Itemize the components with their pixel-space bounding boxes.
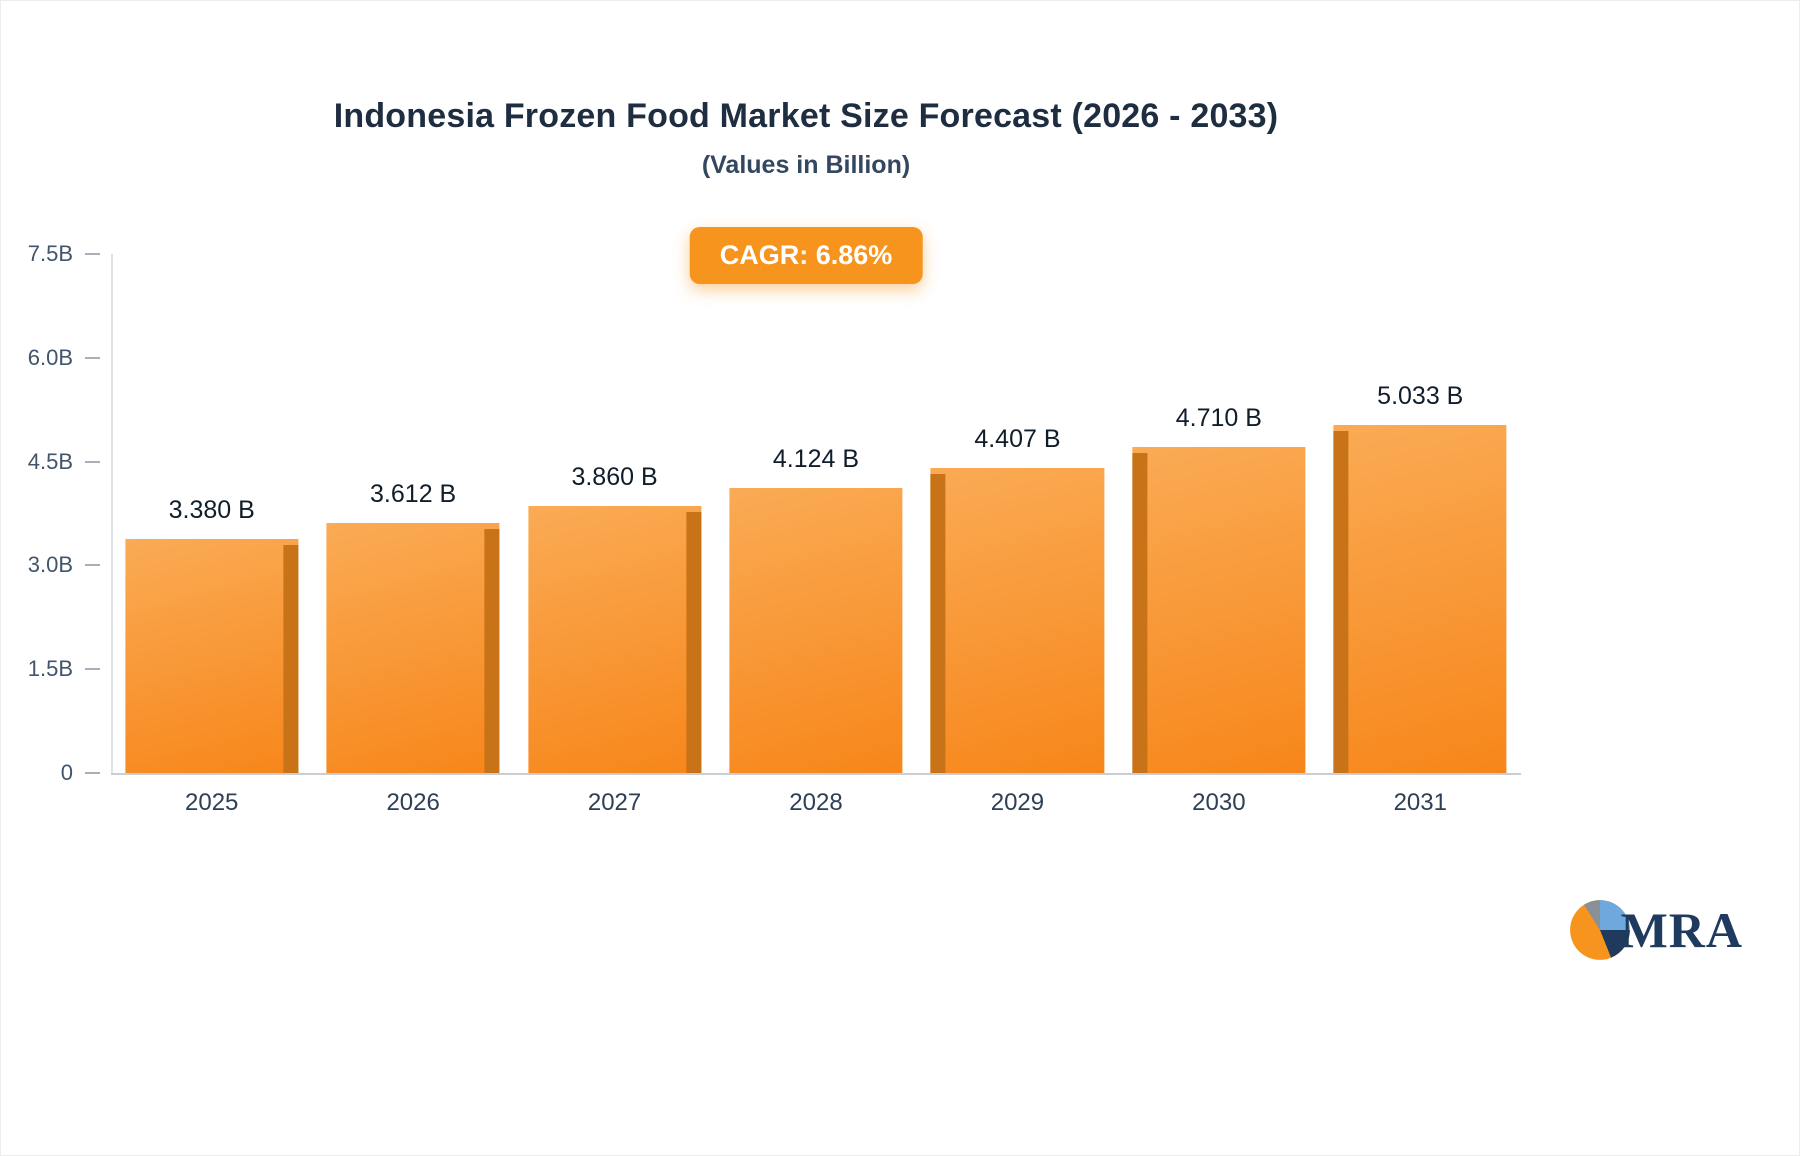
cagr-badge: CAGR: 6.86% [689, 227, 923, 284]
bar [125, 539, 299, 773]
bar [326, 523, 500, 773]
bar-side-shadow [484, 529, 500, 773]
plot-area: 0 1.5B 3.0B 4.5B 6.0B 7.5B 3.380 B 2025 3.612 B 2… [28, 241, 1521, 816]
y-axis-tick-label: 7.5B [27, 241, 73, 266]
bar-side-shadow [930, 474, 946, 773]
bar-side-shadow [1333, 430, 1349, 773]
bar [1132, 447, 1306, 773]
bar-slot: 4.124 B 2028 [715, 254, 916, 816]
bar-side-shadow [686, 511, 702, 773]
x-axis-category-label: 2026 [386, 789, 440, 816]
x-axis-category-label: 2029 [990, 789, 1045, 816]
y-axis-tick-mark [85, 356, 100, 359]
y-axis-tick-label: 4.5B [27, 448, 73, 474]
bar [527, 505, 702, 773]
bar-side-shadow [283, 545, 299, 773]
bar-side-shadow [1132, 453, 1148, 773]
bar-slot: 3.860 B 2027 [514, 254, 715, 816]
x-axis-category-label: 2030 [1192, 789, 1246, 816]
bar-value-label: 4.407 B [974, 425, 1061, 454]
bar-value-label: 3.612 B [370, 480, 457, 509]
bar-value-label: 4.124 B [772, 444, 860, 473]
mra-logo-text: MRA [1620, 902, 1743, 958]
bar-slot: 3.380 B 2025 [111, 254, 312, 816]
y-axis-tick-mark [85, 668, 100, 671]
bar-value-label: 5.033 B [1377, 381, 1464, 410]
y-axis-tick-mark [85, 253, 100, 255]
x-axis-category-label: 2025 [185, 789, 239, 816]
mra-logo-pie-icon [1569, 900, 1630, 960]
bar-value-label: 4.710 B [1175, 404, 1262, 433]
y-axis-tick-mark [85, 772, 100, 774]
bar-slot: 4.710 B 2030 [1118, 254, 1319, 816]
mra-logo: MRA [1569, 899, 1743, 961]
y-axis-tick-mark [85, 564, 100, 567]
chart-title: Indonesia Frozen Food Market Size Foreca… [333, 97, 1279, 135]
x-axis-category-label: 2031 [1393, 789, 1447, 816]
bar-slot: 4.407 B 2029 [917, 254, 1118, 816]
y-axis-tick-label: 1.5B [27, 656, 73, 682]
bar-slot: 3.612 B 2026 [312, 254, 513, 816]
bar-value-label: 3.380 B [168, 496, 255, 525]
bar-slot: 5.033 B 2031 [1320, 254, 1521, 816]
y-axis-tick-mark [85, 460, 100, 463]
bar [930, 468, 1105, 773]
x-axis-category-label: 2028 [789, 789, 843, 816]
y-axis-tick-label: 0 [60, 760, 73, 785]
bar [1333, 424, 1507, 773]
chart-subtitle: (Values in Billion) [701, 151, 911, 179]
y-axis-tick-label: 3.0B [27, 552, 73, 578]
bar-value-label: 3.860 B [571, 462, 658, 491]
y-axis-tick-label: 6.0B [27, 344, 73, 370]
x-axis-category-label: 2027 [587, 789, 642, 816]
bar [729, 487, 903, 773]
